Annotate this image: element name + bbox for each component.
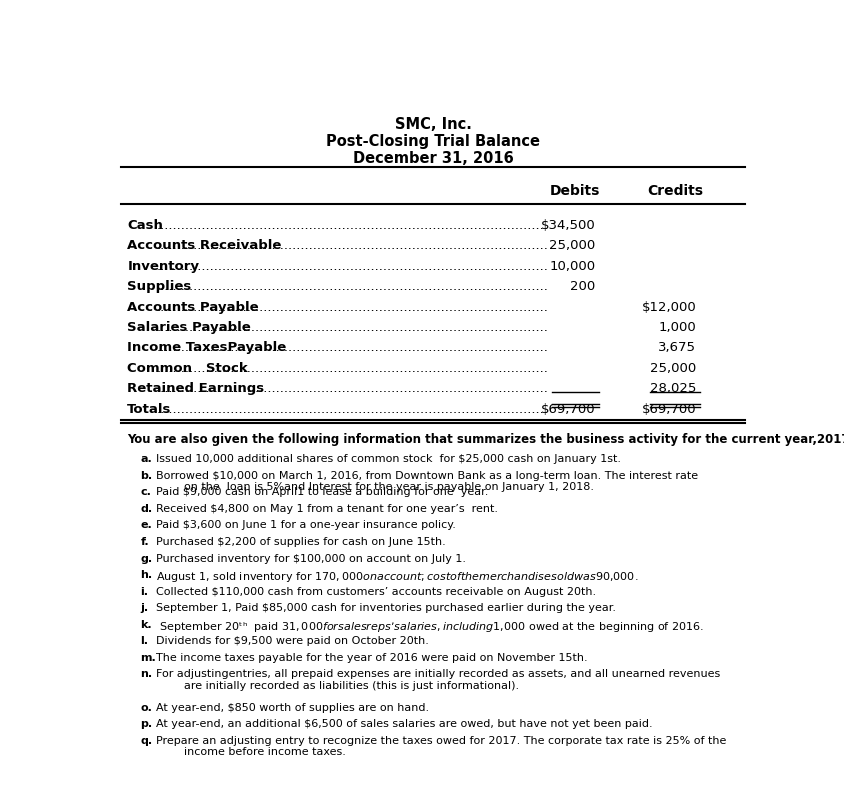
Text: Supplies: Supplies <box>127 280 192 294</box>
Text: n.: n. <box>140 669 153 680</box>
Text: ................................................................................: ........................................… <box>157 321 549 334</box>
Text: The income taxes payable for the year of 2016 were paid on November 15th.: The income taxes payable for the year of… <box>156 653 587 663</box>
Text: ................................................................................: ........................................… <box>157 382 549 395</box>
Text: m.: m. <box>140 653 156 663</box>
Text: ................................................................................: ........................................… <box>157 362 549 375</box>
Text: i.: i. <box>140 586 149 597</box>
Text: f.: f. <box>140 537 149 547</box>
Text: Issued 10,000 additional shares of common stock  for $25,000 cash on January 1st: Issued 10,000 additional shares of commo… <box>156 454 620 464</box>
Text: ................................................................................: ........................................… <box>157 280 549 294</box>
Text: $34,500: $34,500 <box>540 219 595 232</box>
Text: 10,000: 10,000 <box>549 260 595 272</box>
Text: ................................................................................: ........................................… <box>157 341 549 354</box>
Text: Accounts Receivable: Accounts Receivable <box>127 239 281 252</box>
Text: Accounts Payable: Accounts Payable <box>127 301 258 314</box>
Text: 25,000: 25,000 <box>549 239 595 252</box>
Text: Purchased inventory for $100,000 on account on July 1.: Purchased inventory for $100,000 on acco… <box>156 554 465 564</box>
Text: At year-end, $850 worth of supplies are on hand.: At year-end, $850 worth of supplies are … <box>156 702 429 713</box>
Text: q.: q. <box>140 736 153 745</box>
Text: You are also given the following information that summarizes the business activi: You are also given the following informa… <box>127 432 844 446</box>
Text: Totals: Totals <box>127 402 171 415</box>
Text: Debits: Debits <box>549 184 599 199</box>
Text: o.: o. <box>140 702 152 713</box>
Text: Paid $9,000 cash on April1 to lease a building for one  year.: Paid $9,000 cash on April1 to lease a bu… <box>156 487 488 497</box>
Text: l.: l. <box>140 637 149 646</box>
Text: c.: c. <box>140 487 151 497</box>
Text: Inventory: Inventory <box>127 260 199 272</box>
Text: Collected $110,000 cash from customers’ accounts receivable on August 20th.: Collected $110,000 cash from customers’ … <box>156 586 595 597</box>
Text: 25,000: 25,000 <box>649 362 695 375</box>
Text: September 20ᵗʰ  paid $31,000 for sales reps’ salaries, including $1,000 owed at : September 20ᵗʰ paid $31,000 for sales re… <box>156 620 703 633</box>
Text: e.: e. <box>140 521 152 530</box>
Text: For adjustingentries, all prepaid expenses are initially recorded as assets, and: For adjustingentries, all prepaid expens… <box>156 669 719 691</box>
Text: $69,700: $69,700 <box>540 402 595 415</box>
Text: g.: g. <box>140 554 153 564</box>
Text: 1,000: 1,000 <box>657 321 695 334</box>
Text: h.: h. <box>140 570 153 580</box>
Text: Post-Closing Trial Balance: Post-Closing Trial Balance <box>326 135 539 149</box>
Text: Purchased $2,200 of supplies for cash on June 15th.: Purchased $2,200 of supplies for cash on… <box>156 537 446 547</box>
Text: Prepare an adjusting entry to recognize the taxes owed for 2017. The corporate t: Prepare an adjusting entry to recognize … <box>156 736 726 757</box>
Text: 28,025: 28,025 <box>649 382 695 395</box>
Text: 200: 200 <box>570 280 595 294</box>
Text: Retained Earnings: Retained Earnings <box>127 382 264 395</box>
Text: Cash: Cash <box>127 219 163 232</box>
Text: Income TaxesPayable: Income TaxesPayable <box>127 341 286 354</box>
Text: ................................................................................: ........................................… <box>157 402 549 415</box>
Text: Salaries Payable: Salaries Payable <box>127 321 251 334</box>
Text: Paid $3,600 on June 1 for a one-year insurance policy.: Paid $3,600 on June 1 for a one-year ins… <box>156 521 455 530</box>
Text: Borrowed $10,000 on March 1, 2016, from Downtown Bank as a long-term loan. The i: Borrowed $10,000 on March 1, 2016, from … <box>156 470 697 492</box>
Text: December 31, 2016: December 31, 2016 <box>352 151 513 166</box>
Text: Credits: Credits <box>647 184 702 199</box>
Text: SMC, Inc.: SMC, Inc. <box>394 118 471 132</box>
Text: d.: d. <box>140 504 153 514</box>
Text: 3,675: 3,675 <box>657 341 695 354</box>
Text: ................................................................................: ........................................… <box>157 239 549 252</box>
Text: August 1, sold inventory for $170,000 on account; cost of the merchandise sold w: August 1, sold inventory for $170,000 on… <box>156 570 638 584</box>
Text: k.: k. <box>140 620 152 630</box>
Text: ................................................................................: ........................................… <box>157 219 549 232</box>
Text: Received $4,800 on May 1 from a tenant for one year’s  rent.: Received $4,800 on May 1 from a tenant f… <box>156 504 497 514</box>
Text: $12,000: $12,000 <box>641 301 695 314</box>
Text: j.: j. <box>140 603 149 613</box>
Text: Dividends for $9,500 were paid on October 20th.: Dividends for $9,500 were paid on Octobe… <box>156 637 429 646</box>
Text: Common   Stock: Common Stock <box>127 362 248 375</box>
Text: ................................................................................: ........................................… <box>157 260 549 272</box>
Text: September 1, Paid $85,000 cash for inventories purchased earlier during the year: September 1, Paid $85,000 cash for inven… <box>156 603 615 613</box>
Text: p.: p. <box>140 719 153 729</box>
Text: ................................................................................: ........................................… <box>157 301 549 314</box>
Text: $69,700: $69,700 <box>641 402 695 415</box>
Text: At year-end, an additional $6,500 of sales salaries are owed, but have not yet b: At year-end, an additional $6,500 of sal… <box>156 719 652 729</box>
Text: b.: b. <box>140 470 153 481</box>
Text: a.: a. <box>140 454 152 464</box>
